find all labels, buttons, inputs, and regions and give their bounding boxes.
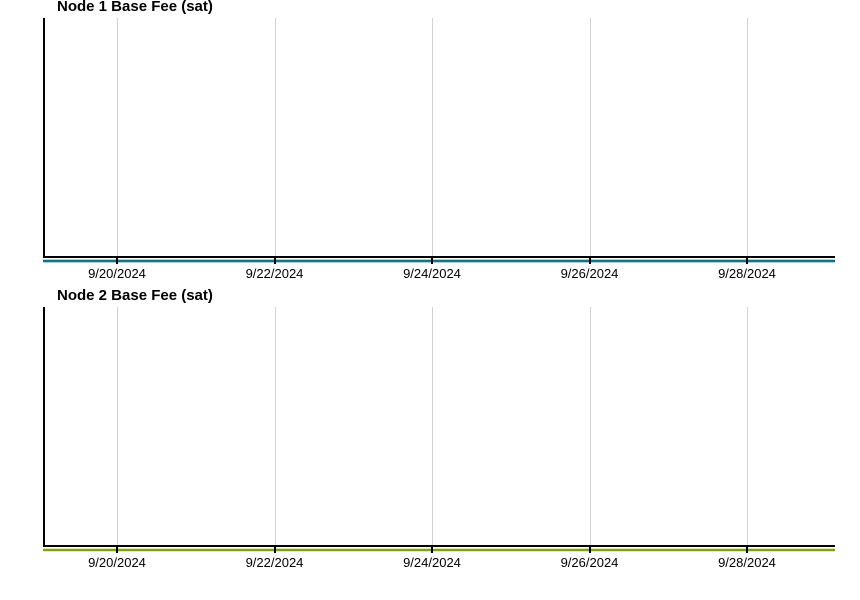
x-axis-label: 9/28/2024 [718, 266, 776, 281]
gridline [747, 307, 748, 545]
x-axis-tick [116, 258, 118, 264]
gridline [747, 18, 748, 256]
x-axis-label: 9/20/2024 [88, 555, 146, 570]
series-line-node-1 [43, 259, 835, 263]
x-axis-tick [273, 547, 276, 553]
chart-node-1-base-fee: Node 1 Base Fee (sat) 9/20/2024 9/22/202… [0, 0, 860, 290]
x-axis-line [43, 256, 835, 258]
chart-node-2-base-fee: Node 2 Base Fee (sat) 9/20/2024 9/22/202… [0, 287, 860, 579]
x-axis-label: 9/22/2024 [245, 555, 304, 570]
x-axis-tick [588, 258, 591, 264]
gridline [432, 307, 433, 545]
y-axis-line [43, 307, 45, 547]
x-axis-label: 9/24/2024 [403, 555, 461, 570]
x-axis-tick [431, 547, 433, 553]
x-axis-line [43, 545, 835, 547]
gridline [589, 18, 591, 256]
x-axis-label: 9/24/2024 [403, 266, 461, 281]
series-line-node-2 [43, 548, 835, 552]
y-axis-line [43, 18, 45, 258]
x-axis-label: 9/26/2024 [560, 266, 619, 281]
x-axis-label: 9/26/2024 [560, 555, 619, 570]
x-axis-tick [431, 258, 433, 264]
x-axis-tick [116, 547, 118, 553]
x-axis-tick [746, 547, 748, 553]
gridline [117, 307, 118, 545]
x-axis-label: 9/20/2024 [88, 266, 146, 281]
chart-title: Node 2 Base Fee (sat) [57, 287, 213, 304]
gridline [274, 307, 276, 545]
x-axis-tick [588, 547, 591, 553]
x-axis-tick [273, 258, 276, 264]
gridline [117, 18, 118, 256]
chart-title: Node 1 Base Fee (sat) [57, 0, 213, 15]
gridline [432, 18, 433, 256]
gridline [589, 307, 591, 545]
x-axis-label: 9/28/2024 [718, 555, 776, 570]
x-axis-label: 9/22/2024 [245, 266, 304, 281]
gridline [274, 18, 276, 256]
x-axis-tick [746, 258, 748, 264]
